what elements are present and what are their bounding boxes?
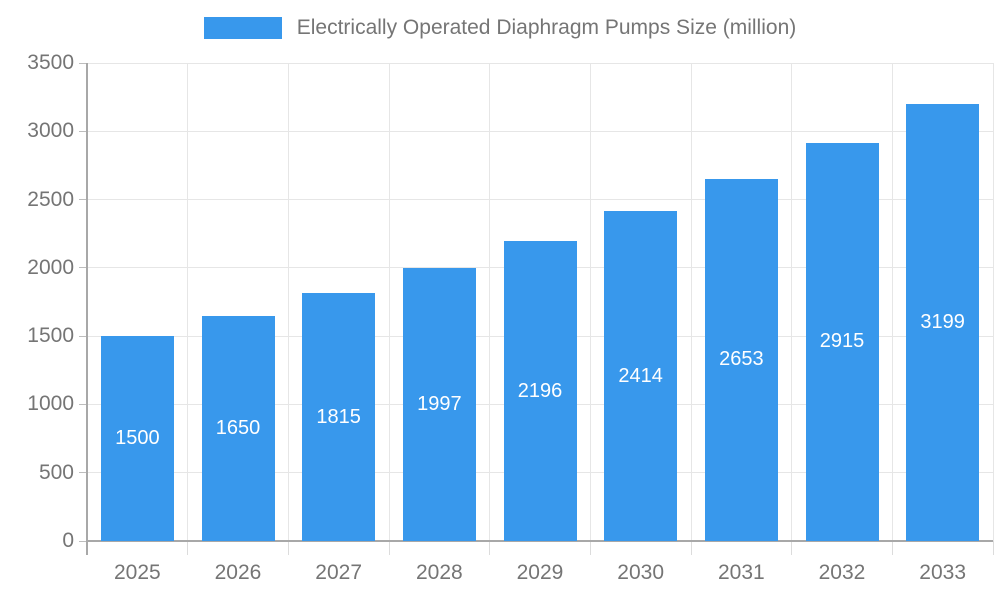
y-gridline: [87, 62, 993, 64]
x-axis-tick-label: 2029: [516, 561, 564, 584]
x-axis-tick: [791, 541, 793, 555]
y-axis-tick: [79, 267, 87, 269]
x-axis-line: [87, 540, 993, 542]
bar-value-label: 1815: [316, 405, 361, 428]
y-axis-tick-label: 3000: [27, 119, 74, 143]
bar-2027[interactable]: 1815: [302, 293, 376, 541]
bar-value-label: 1500: [115, 427, 160, 450]
bar-value-label: 2653: [719, 348, 764, 371]
bar-2028[interactable]: 1997: [402, 268, 476, 541]
y-gridline: [87, 199, 993, 201]
legend[interactable]: Electrically Operated Diaphragm Pumps Si…: [0, 16, 1000, 40]
x-axis-tick-label: 2031: [717, 561, 765, 584]
x-axis-tick-label: 2033: [919, 561, 967, 584]
x-gridline: [992, 63, 994, 541]
x-axis-tick-label: 2028: [415, 561, 463, 584]
x-axis-tick: [489, 541, 491, 555]
x-gridline: [589, 63, 591, 541]
bar-value-label: 2915: [819, 330, 865, 353]
y-axis-tick: [79, 472, 87, 474]
x-axis-tick-label: 2027: [315, 561, 363, 584]
bar-2032[interactable]: 2915: [805, 142, 879, 541]
y-axis-tick: [79, 199, 87, 201]
x-axis-tick-label: 2026: [214, 561, 262, 584]
y-axis-tick-label: 3500: [27, 51, 74, 74]
bar-value-label: 2196: [517, 379, 563, 402]
x-gridline: [187, 63, 189, 541]
x-gridline: [287, 63, 289, 541]
x-axis-tick-label: 2032: [818, 561, 866, 584]
bar-2026[interactable]: 1650: [201, 315, 275, 541]
x-axis-tick: [589, 541, 591, 555]
y-axis-tick-label: 1500: [27, 324, 74, 348]
bar-value-label: 1650: [215, 416, 261, 439]
y-axis-line: [86, 63, 88, 555]
legend-swatch-icon: [203, 17, 282, 39]
x-axis-tick-label: 2025: [113, 561, 161, 584]
x-gridline: [489, 63, 491, 541]
x-axis-tick: [187, 541, 189, 555]
y-axis-tick-label: 2500: [27, 187, 74, 211]
x-gridline: [791, 63, 793, 541]
bar-2030[interactable]: 2414: [604, 211, 678, 541]
x-gridline: [891, 63, 893, 541]
bar-value-label: 2414: [618, 364, 663, 387]
bar-value-label: 3199: [920, 311, 965, 334]
x-axis-tick: [992, 541, 994, 555]
y-axis-tick-label: 2000: [27, 255, 74, 279]
y-axis-tick: [79, 540, 87, 542]
y-axis-tick-label: 1000: [27, 392, 74, 416]
x-gridline: [388, 63, 390, 541]
x-gridline: [690, 63, 692, 541]
y-axis-tick: [79, 130, 87, 132]
bar-value-label: 1997: [417, 393, 462, 416]
x-axis-tick: [287, 541, 289, 555]
y-axis-tick: [79, 403, 87, 405]
x-axis-tick-label: 2030: [617, 561, 665, 584]
x-axis-tick: [891, 541, 893, 555]
bar-2033[interactable]: 3199: [906, 104, 980, 541]
x-axis-tick: [388, 541, 390, 555]
legend-label: Electrically Operated Diaphragm Pumps Si…: [296, 16, 797, 39]
y-axis-tick-label: 0: [62, 529, 74, 552]
y-axis-tick: [79, 62, 87, 64]
y-axis-tick: [79, 335, 87, 337]
y-axis-tick-label: 500: [38, 460, 74, 484]
y-gridline: [87, 130, 993, 132]
x-axis-tick: [690, 541, 692, 555]
bar-2029[interactable]: 2196: [503, 241, 577, 541]
bar-2025[interactable]: 1500: [100, 336, 174, 541]
bar-2031[interactable]: 2653: [704, 178, 778, 541]
